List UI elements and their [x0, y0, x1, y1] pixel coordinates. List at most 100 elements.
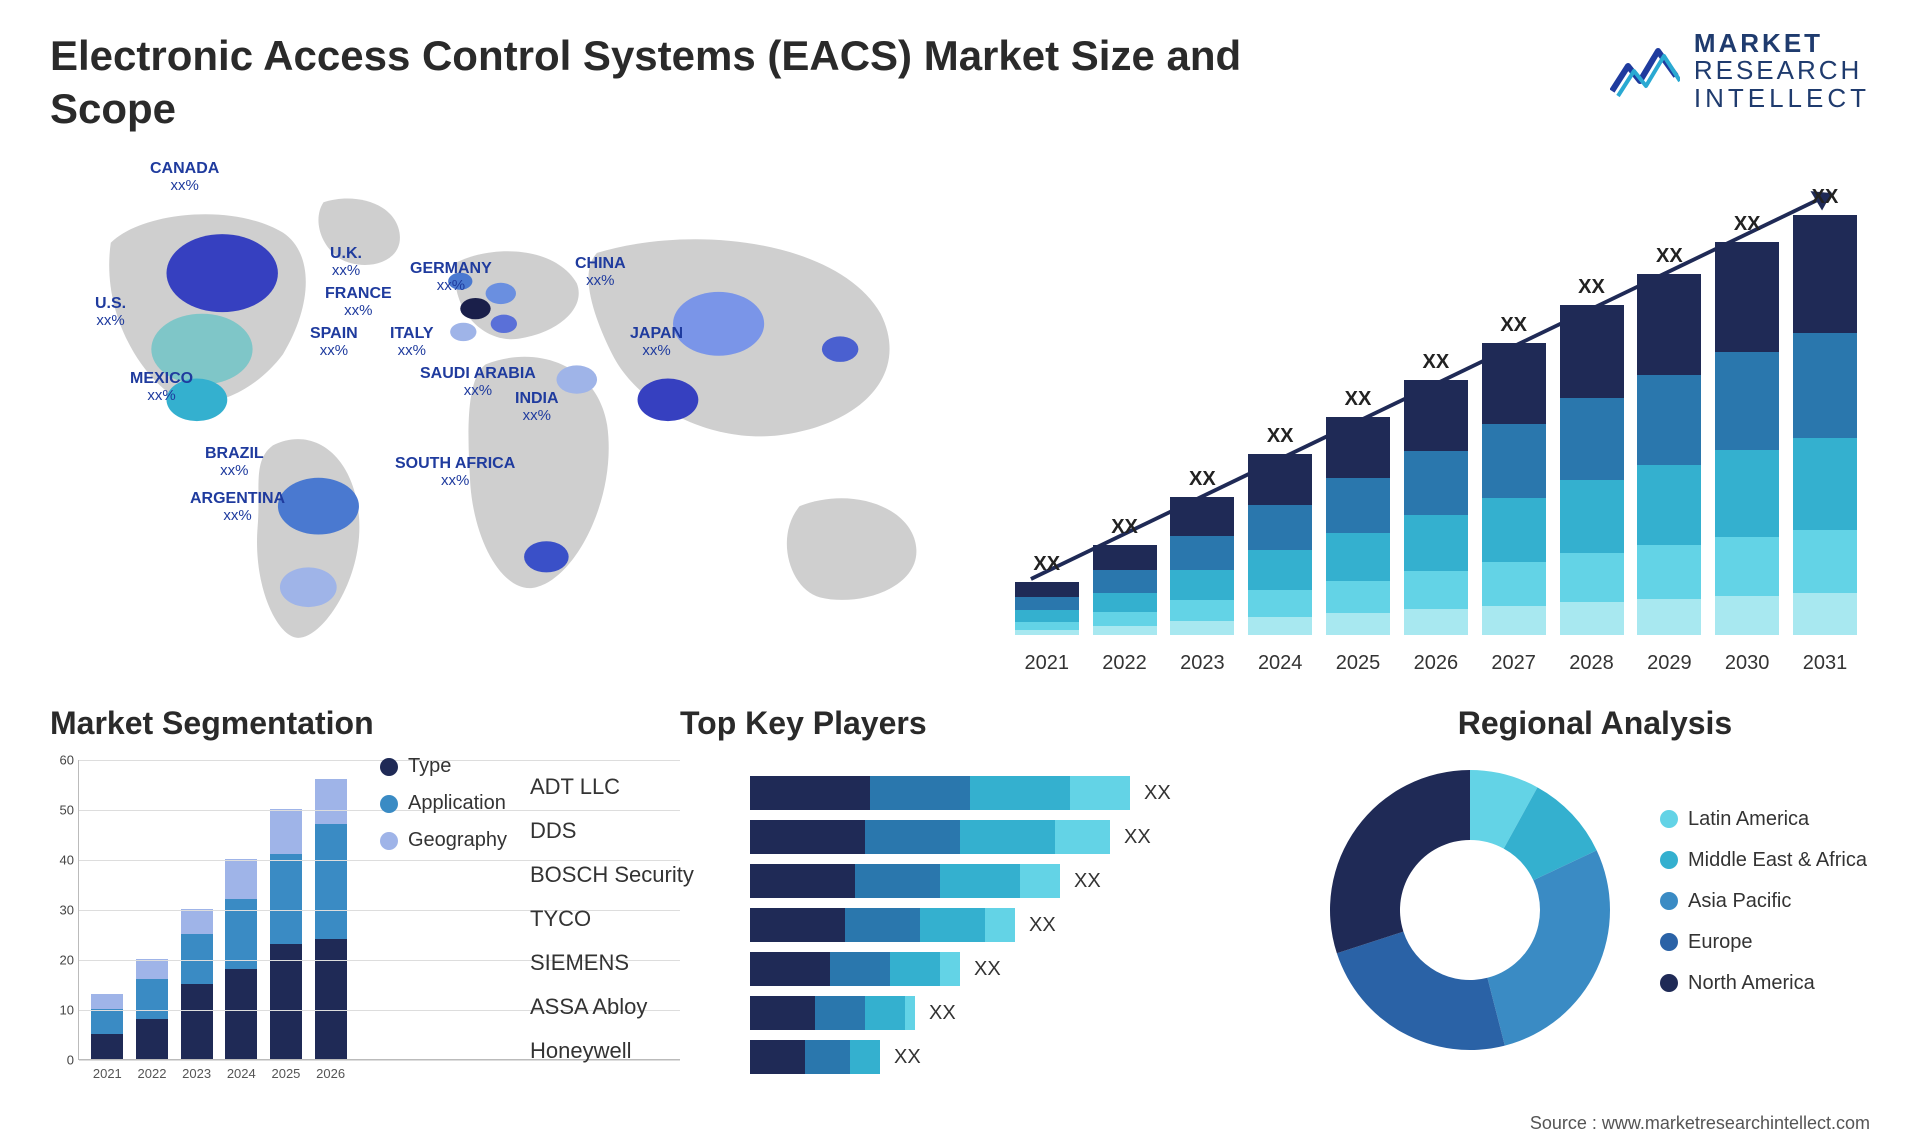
growth-bar-2028: XX — [1557, 276, 1627, 635]
growth-year-label: 2028 — [1557, 652, 1627, 675]
seg-ytick: 30 — [60, 903, 74, 918]
segmentation-legend: Type Application Geography — [380, 755, 507, 866]
player-name: ADT LLC — [530, 765, 694, 809]
seg-legend-item: Application — [380, 792, 507, 815]
seg-xtick: 2021 — [87, 1066, 127, 1081]
growth-bar-2029: XX — [1634, 245, 1704, 635]
growth-bar-label: XX — [1500, 314, 1527, 337]
growth-bar-2021: XX — [1012, 553, 1082, 635]
growth-year-label: 2029 — [1634, 652, 1704, 675]
player-bar-tyco: XX — [750, 903, 1230, 947]
player-name: TYCO — [530, 897, 694, 941]
growth-year-label: 2022 — [1090, 652, 1160, 675]
seg-xtick: 2023 — [177, 1066, 217, 1081]
player-name: Honeywell — [530, 1029, 694, 1073]
map-label-u-s-: U.S.xx% — [95, 295, 126, 329]
growth-year-label: 2025 — [1323, 652, 1393, 675]
seg-legend-item: Type — [380, 755, 507, 778]
donut-slice-north-america — [1330, 770, 1470, 953]
map-label-spain: SPAINxx% — [310, 325, 358, 359]
seg-bar-2025 — [270, 809, 302, 1059]
seg-bar-2024 — [225, 859, 257, 1059]
regional-legend-item: Europe — [1660, 931, 1867, 954]
growth-year-label: 2023 — [1167, 652, 1237, 675]
player-value: XX — [1029, 914, 1056, 937]
player-value: XX — [974, 958, 1001, 981]
map-label-south-africa: SOUTH AFRICAxx% — [395, 455, 515, 489]
regional-legend-item: North America — [1660, 972, 1867, 995]
donut-slice-europe — [1337, 932, 1505, 1050]
map-label-mexico: MEXICOxx% — [130, 370, 193, 404]
player-value: XX — [1144, 782, 1171, 805]
segmentation-title: Market Segmentation — [50, 705, 680, 742]
seg-legend-item: Geography — [380, 829, 507, 852]
growth-bar-label: XX — [1812, 186, 1839, 209]
map-label-china: CHINAxx% — [575, 255, 626, 289]
growth-year-label: 2027 — [1479, 652, 1549, 675]
growth-bar-label: XX — [1345, 388, 1372, 411]
growth-bar-label: XX — [1578, 276, 1605, 299]
map-label-japan: JAPANxx% — [630, 325, 683, 359]
seg-bar-2023 — [181, 909, 213, 1059]
seg-xtick: 2025 — [266, 1066, 306, 1081]
player-value: XX — [929, 1002, 956, 1025]
seg-xtick: 2026 — [311, 1066, 351, 1081]
growth-bar-2024: XX — [1245, 425, 1315, 635]
seg-ytick: 20 — [60, 953, 74, 968]
map-label-india: INDIAxx% — [515, 390, 559, 424]
source-attribution: Source : www.marketresearchintellect.com — [1530, 1113, 1870, 1134]
player-bar-adt-llc: XX — [750, 771, 1230, 815]
logo-word-3: INTELLECT — [1694, 85, 1870, 112]
key-players-title: Top Key Players — [680, 705, 1320, 742]
world-map-chart: CANADAxx% U.S.xx% MEXICOxx% BRAZILxx% ARGENT… — [50, 155, 962, 675]
growth-bar-label: XX — [1267, 425, 1294, 448]
logo-word-2: RESEARCH — [1694, 57, 1870, 84]
map-label-germany: GERMANYxx% — [410, 260, 492, 294]
player-name: BOSCH Security — [530, 853, 694, 897]
regional-legend-item: Middle East & Africa — [1660, 849, 1867, 872]
key-players-bars: XX XX XX XX XX XX XX — [750, 771, 1230, 1079]
player-value: XX — [1124, 826, 1151, 849]
map-label-brazil: BRAZILxx% — [205, 445, 264, 479]
seg-xtick: 2024 — [221, 1066, 261, 1081]
seg-bar-2021 — [91, 994, 123, 1059]
donut-slice-asia-pacific — [1487, 850, 1610, 1045]
map-label-italy: ITALYxx% — [390, 325, 434, 359]
player-bar-honeywell: XX — [750, 1035, 1230, 1079]
key-players-names: ADT LLCDDSBOSCH SecurityTYCOSIEMENSASSA … — [530, 765, 694, 1073]
player-bar-bosch-security: XX — [750, 859, 1230, 903]
player-bar-dds: XX — [750, 815, 1230, 859]
regional-legend-item: Asia Pacific — [1660, 890, 1867, 913]
growth-bar-label: XX — [1734, 213, 1761, 236]
seg-ytick: 40 — [60, 853, 74, 868]
player-name: ASSA Abloy — [530, 985, 694, 1029]
brand-logo: MARKET RESEARCH INTELLECT — [1610, 30, 1870, 112]
logo-icon — [1610, 41, 1680, 101]
growth-year-label: 2021 — [1012, 652, 1082, 675]
logo-word-1: MARKET — [1694, 30, 1870, 57]
growth-bar-label: XX — [1033, 553, 1060, 576]
player-bar-assa-abloy: XX — [750, 991, 1230, 1035]
map-label-argentina: ARGENTINAxx% — [190, 490, 285, 524]
growth-year-label: 2026 — [1401, 652, 1471, 675]
map-label-france: FRANCExx% — [325, 285, 392, 319]
growth-bar-label: XX — [1656, 245, 1683, 268]
player-name: DDS — [530, 809, 694, 853]
growth-year-label: 2024 — [1245, 652, 1315, 675]
growth-bar-2027: XX — [1479, 314, 1549, 635]
regional-donut-chart — [1320, 760, 1620, 1060]
seg-xtick: 2022 — [132, 1066, 172, 1081]
seg-bar-2022 — [136, 959, 168, 1059]
player-value: XX — [894, 1046, 921, 1069]
seg-ytick: 10 — [60, 1003, 74, 1018]
seg-ytick: 0 — [67, 1053, 74, 1068]
player-value: XX — [1074, 870, 1101, 893]
regional-title: Regional Analysis — [1320, 705, 1870, 742]
map-label-u-k-: U.K.xx% — [330, 245, 362, 279]
map-label-canada: CANADAxx% — [150, 160, 219, 194]
growth-year-label: 2030 — [1712, 652, 1782, 675]
player-name: SIEMENS — [530, 941, 694, 985]
page-title: Electronic Access Control Systems (EACS)… — [50, 30, 1350, 135]
player-bar-siemens: XX — [750, 947, 1230, 991]
growth-bar-2030: XX — [1712, 213, 1782, 635]
